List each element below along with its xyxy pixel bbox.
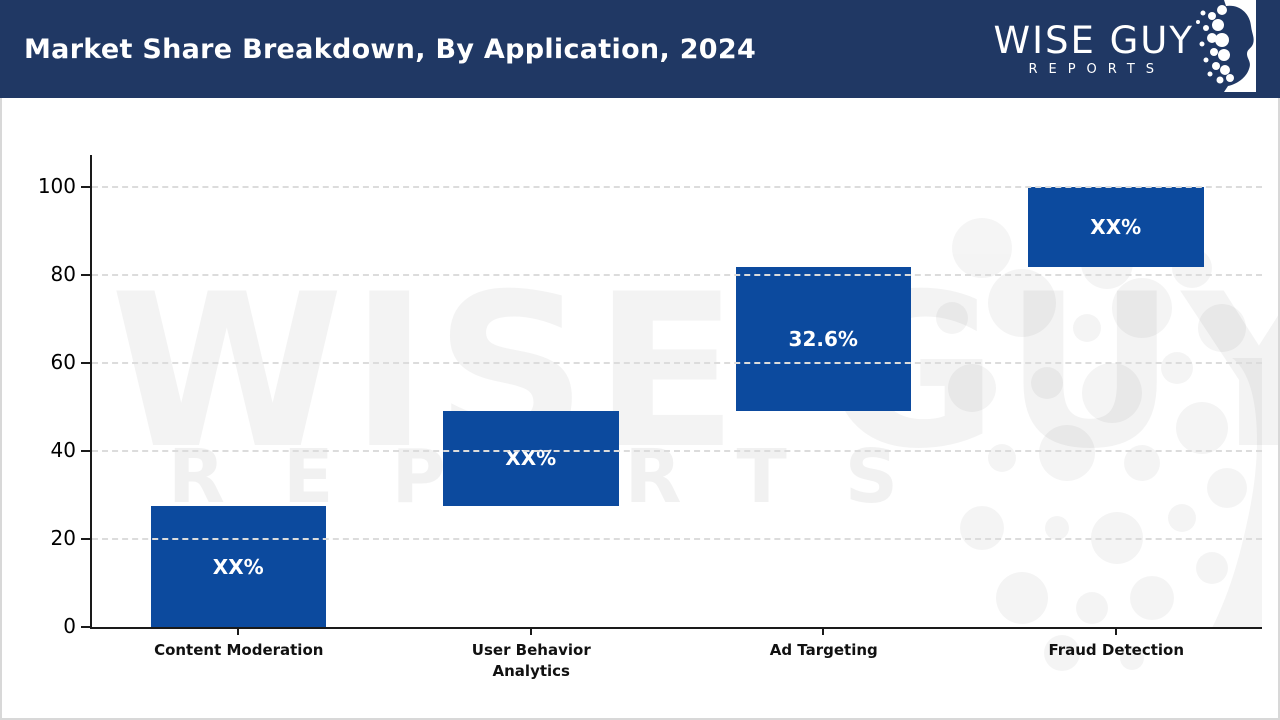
x-tick-mark [1114, 627, 1117, 635]
y-gridline [92, 274, 1262, 276]
y-tick-mark [81, 274, 90, 276]
bar-value-label: XX% [212, 554, 264, 579]
logo-brand-text: WISE GUY [993, 18, 1194, 62]
logo-reports-text: REPORTS [1028, 61, 1166, 77]
bar-value-label: 32.6% [788, 326, 858, 351]
category-label: Ad Targeting [769, 641, 878, 659]
y-tick-label: 0 [63, 614, 76, 638]
header: Market Share Breakdown, By Application, … [0, 0, 1280, 98]
x-tick-mark [822, 627, 825, 635]
y-tick-label: 60 [50, 350, 76, 374]
y-tick-label: 20 [50, 526, 76, 550]
y-gridline [92, 538, 1262, 540]
chart-area: WISE GUY REPORTS 020406080100XX%Content … [0, 98, 1280, 720]
category-label: User Behavior Analytics [471, 641, 591, 680]
head-silhouette-icon [1196, 0, 1256, 92]
x-tick-mark [237, 627, 240, 635]
y-tick-mark [81, 538, 90, 540]
y-gridline [92, 450, 1262, 452]
bar-segment: XX% [443, 410, 619, 506]
logo-wordmark: WISE GUY REPORTS [994, 22, 1194, 77]
bar-segment: XX% [150, 506, 326, 627]
x-tick-mark [529, 627, 532, 635]
y-gridline [92, 186, 1262, 188]
y-tick-label: 100 [37, 174, 76, 198]
y-gridline [92, 362, 1262, 364]
page-title: Market Share Breakdown, By Application, … [24, 33, 757, 65]
wiseguy-logo: WISE GUY REPORTS [994, 0, 1256, 92]
y-tick-label: 80 [50, 262, 76, 286]
category-label: Content Moderation [154, 641, 324, 659]
bar-segment: 32.6% [735, 267, 911, 411]
y-tick-label: 40 [50, 438, 76, 462]
plot-area: 0 20 40 60 80 100 XX% Content Moderation XX% User… [38, 155, 1262, 680]
y-tick-mark [81, 450, 90, 452]
bar-segment: XX% [1028, 187, 1204, 268]
bar-value-label: XX% [1090, 215, 1142, 240]
category-label: Fraud Detection [1048, 641, 1185, 659]
y-tick-mark [81, 626, 90, 628]
y-tick-mark [81, 186, 90, 188]
y-tick-mark [81, 362, 90, 364]
